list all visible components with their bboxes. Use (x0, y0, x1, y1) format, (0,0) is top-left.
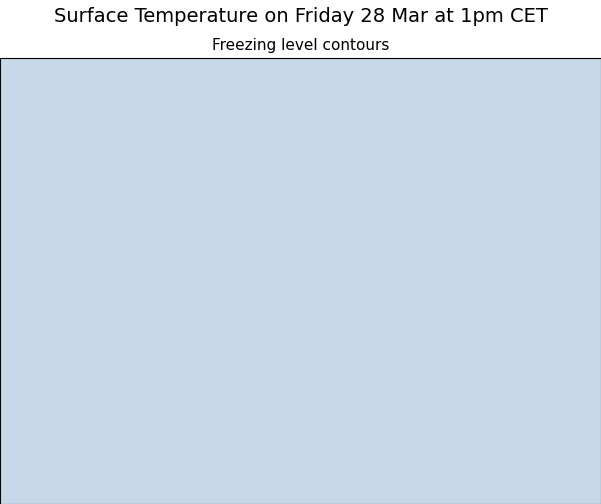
Text: Surface Temperature on Friday 28 Mar at 1pm CET: Surface Temperature on Friday 28 Mar at … (53, 7, 548, 26)
Text: Freezing level contours: Freezing level contours (212, 38, 389, 53)
